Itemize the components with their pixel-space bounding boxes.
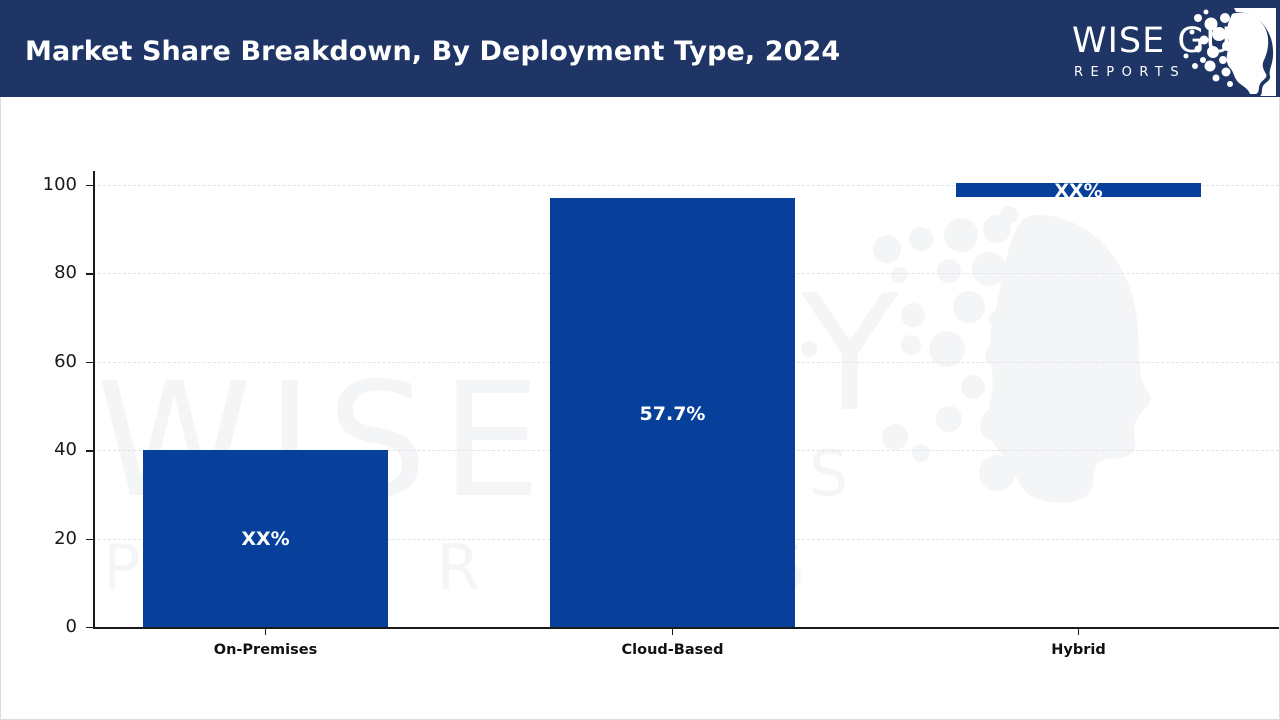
ytick-label-0: 0 [65, 616, 77, 637]
chart-content-area: WISE P O R T S [0, 97, 1280, 720]
ytick-label-60: 60 [54, 350, 77, 372]
gridline-100 [93, 185, 1279, 186]
ytick-mark-20 [86, 538, 93, 540]
wise-guy-reports-logo: WISE GUY REPORTS [1020, 4, 1280, 96]
xtick-label-hybrid: Hybrid [1051, 642, 1106, 658]
svg-text:REPORTS: REPORTS [1074, 65, 1186, 80]
svg-text:WISE GUY: WISE GUY [1072, 21, 1255, 61]
xtick-label-cloud-based: Cloud-Based [621, 642, 724, 658]
page-title: Market Share Breakdown, By Deployment Ty… [25, 36, 841, 67]
ytick-mark-60 [86, 361, 93, 364]
xtick-mark-on-premises [265, 627, 267, 635]
bar-label-hybrid: XX% [1054, 180, 1103, 202]
bar-on-premises[interactable] [143, 450, 388, 627]
ytick-mark-100 [86, 185, 93, 187]
ytick-label-40: 40 [54, 439, 77, 461]
ytick-mark-80 [86, 273, 93, 275]
bar-label-cloud-based: 57.7% [639, 403, 706, 425]
xtick-mark-cloud-based [672, 627, 674, 635]
xtick-mark-hybrid [1078, 627, 1080, 635]
header-bar: Market Share Breakdown, By Deployment Ty… [0, 0, 1280, 97]
ytick-label-20: 20 [54, 527, 77, 549]
xtick-label-on-premises: On-Premises [213, 642, 318, 658]
x-axis-line [93, 627, 1279, 629]
bar-chart-plot: 100 80 60 40 20 0 XX% 57.7% XX% On-Premi… [1, 97, 1279, 718]
ytick-mark-40 [86, 450, 93, 452]
ytick-label-100: 100 [42, 174, 77, 195]
bar-hybrid[interactable] [956, 183, 1201, 197]
ytick-mark-0 [86, 627, 93, 629]
bar-label-on-premises: XX% [241, 528, 290, 550]
ytick-label-80: 80 [54, 262, 77, 284]
bar-cloud-based[interactable] [550, 198, 795, 627]
y-axis-line [93, 171, 95, 628]
